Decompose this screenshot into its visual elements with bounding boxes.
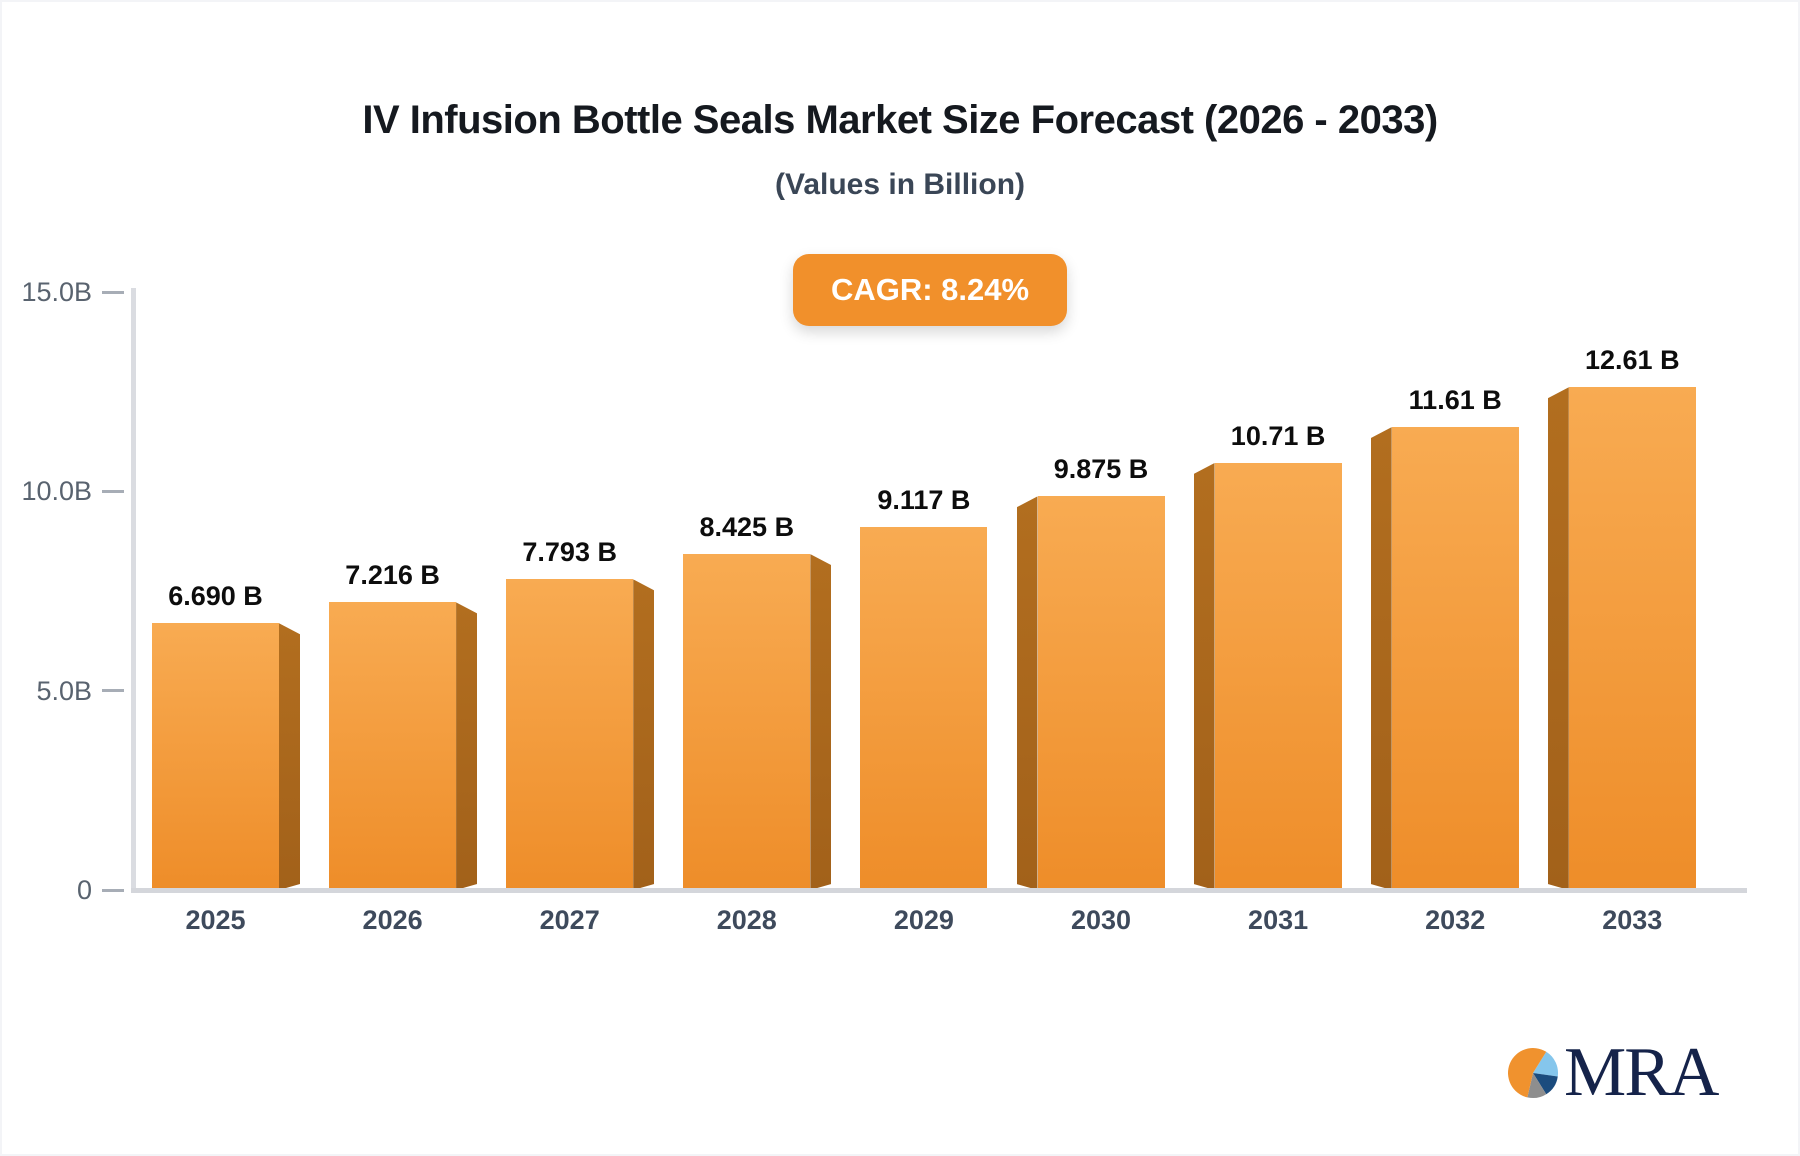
cagr-badge: CAGR: 8.24% bbox=[793, 254, 1067, 326]
brand-logo: MRA bbox=[1506, 1034, 1719, 1111]
y-tick-label: 10.0B bbox=[21, 476, 92, 507]
bar-side-face-2027 bbox=[633, 579, 654, 890]
x-axis-baseline bbox=[131, 888, 1747, 893]
brand-logo-text: MRA bbox=[1564, 1034, 1719, 1111]
pie-segment-navy bbox=[1533, 1073, 1558, 1095]
bar-side-face-2025 bbox=[279, 623, 300, 890]
x-tick-label: 2025 bbox=[185, 905, 246, 935]
y-tick-mark bbox=[102, 290, 124, 294]
y-tick-label: 15.0B bbox=[21, 277, 92, 307]
y-tick-label: 5.0B bbox=[36, 675, 92, 706]
bar-side-face-2031 bbox=[1194, 463, 1215, 890]
bar-2027 bbox=[506, 579, 634, 890]
pie-chart-logo-icon bbox=[1507, 1047, 1559, 1098]
bar-value-label: 7.216 B bbox=[345, 560, 440, 591]
x-tick-label: 2032 bbox=[1425, 905, 1486, 935]
y-tick-mark bbox=[102, 489, 124, 493]
y-tick-mark bbox=[102, 888, 124, 892]
bar-value-label: 11.61 B bbox=[1408, 385, 1502, 416]
y-axis-line bbox=[131, 288, 136, 890]
y-tick-label: 0 bbox=[76, 875, 92, 905]
x-tick-label: 2030 bbox=[1070, 905, 1132, 935]
x-tick-label: 2031 bbox=[1248, 905, 1309, 935]
chart-subtitle: (Values in Billion) bbox=[774, 168, 1026, 201]
bar-2025 bbox=[152, 623, 279, 890]
bar-2028 bbox=[683, 554, 811, 890]
bar-side-face-2026 bbox=[456, 602, 477, 890]
bar-2026 bbox=[329, 602, 457, 890]
x-tick-label: 2027 bbox=[539, 905, 600, 935]
bar-value-label: 7.793 B bbox=[522, 537, 617, 568]
bar-value-label: 8.425 B bbox=[699, 512, 795, 543]
x-tick-label: 2028 bbox=[716, 905, 777, 935]
bar-value-label: 12.61 B bbox=[1585, 345, 1680, 376]
bar-2032 bbox=[1391, 427, 1519, 890]
bar-2031 bbox=[1214, 463, 1342, 890]
pie-segment-light-blue bbox=[1533, 1051, 1559, 1077]
pie-segment-gray bbox=[1527, 1073, 1547, 1098]
bar-2030 bbox=[1037, 496, 1165, 890]
bar-side-face-2028 bbox=[810, 554, 831, 890]
bar-value-label: 6.690 B bbox=[168, 581, 263, 612]
pie-segment-orange bbox=[1507, 1047, 1547, 1098]
chart-title: IV Infusion Bottle Seals Market Size For… bbox=[362, 98, 1438, 142]
x-tick-label: 2026 bbox=[362, 905, 423, 935]
bar-2033 bbox=[1568, 387, 1696, 890]
bar-value-label: 9.117 B bbox=[877, 484, 971, 515]
y-tick-mark bbox=[102, 689, 124, 693]
x-tick-label: 2033 bbox=[1602, 905, 1663, 935]
bar-value-label: 10.71 B bbox=[1230, 421, 1326, 452]
bar-2029 bbox=[860, 526, 988, 890]
bar-value-label: 9.875 B bbox=[1053, 454, 1149, 485]
bar-side-face-2030 bbox=[1017, 496, 1038, 890]
x-tick-label: 2029 bbox=[893, 905, 954, 935]
bar-side-face-2033 bbox=[1548, 387, 1569, 890]
bar-side-face-2032 bbox=[1371, 427, 1392, 890]
